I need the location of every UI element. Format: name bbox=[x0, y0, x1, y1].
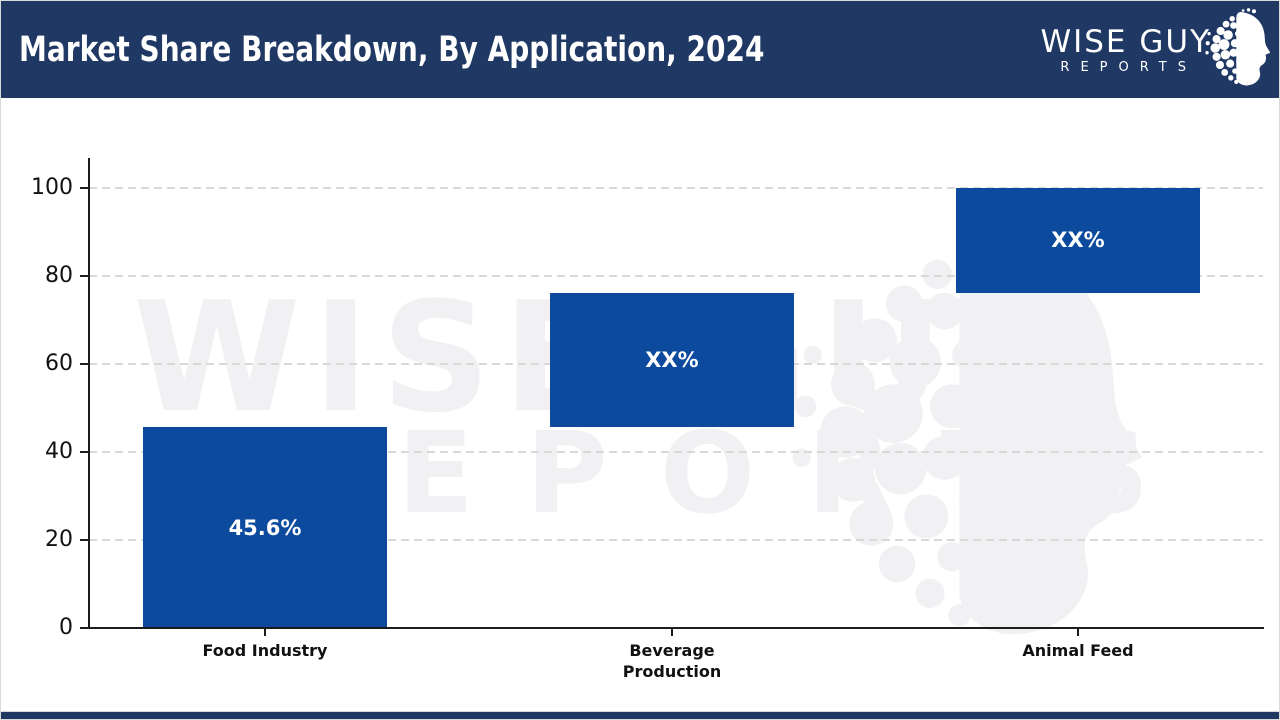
y-tick-mark-20 bbox=[80, 538, 89, 541]
y-tick-label-20: 20 bbox=[45, 526, 73, 552]
y-tick-label-40: 40 bbox=[45, 438, 73, 464]
gridline-20 bbox=[89, 538, 1263, 541]
footer-divider bbox=[1, 711, 1279, 712]
x-category-label-animal-feed: Animal Feed bbox=[1022, 641, 1134, 660]
logo-text: WISE GUY REPORTS bbox=[1040, 25, 1211, 75]
y-axis-line bbox=[88, 158, 90, 629]
x-category-label-beverage-production: Beverage Production bbox=[622, 641, 722, 681]
x-tick-mark-1 bbox=[264, 629, 266, 636]
wise-guy-reports-logo: WISE GUY REPORTS bbox=[1040, 5, 1273, 95]
bar-food-industry: 45.6% bbox=[143, 427, 387, 628]
chart-title: Market Share Breakdown, By Application, … bbox=[19, 29, 765, 70]
y-tick-mark-40 bbox=[80, 450, 89, 453]
x-tick-mark-2 bbox=[671, 629, 673, 636]
gridline-80 bbox=[89, 274, 1263, 277]
y-tick-label-60: 60 bbox=[45, 350, 73, 376]
y-tick-label-80: 80 bbox=[45, 262, 73, 288]
y-tick-mark-60 bbox=[80, 362, 89, 365]
y-tick-label-0: 0 bbox=[59, 615, 73, 640]
footer-band bbox=[1, 712, 1279, 719]
dotted-head-logo-icon bbox=[1205, 8, 1271, 86]
y-tick-mark-0 bbox=[80, 627, 89, 629]
y-tick-mark-100 bbox=[80, 186, 89, 189]
bar-value-label: 45.6% bbox=[228, 515, 302, 540]
logo-name: WISE GUY bbox=[1040, 23, 1211, 60]
x-category-label-food-industry: Food Industry bbox=[202, 641, 328, 660]
y-tick-label-100: 100 bbox=[31, 174, 73, 200]
x-axis-line bbox=[88, 627, 1264, 629]
watermark-dotted-head-icon bbox=[792, 223, 1143, 635]
header-band: Market Share Breakdown, By Application, … bbox=[1, 1, 1279, 98]
bar-animal-feed: XX% bbox=[956, 187, 1200, 294]
plot-area: 45.6% XX% XX% bbox=[89, 156, 1263, 628]
bar-value-label: XX% bbox=[645, 348, 699, 373]
x-tick-mark-3 bbox=[1077, 629, 1079, 636]
gridline-40 bbox=[89, 450, 1263, 453]
gridline-100 bbox=[89, 186, 1263, 189]
bar-value-label: XX% bbox=[1051, 228, 1105, 253]
y-tick-mark-80 bbox=[80, 274, 89, 277]
logo-tagline: REPORTS bbox=[1060, 60, 1198, 76]
bar-beverage-production: XX% bbox=[550, 293, 794, 428]
